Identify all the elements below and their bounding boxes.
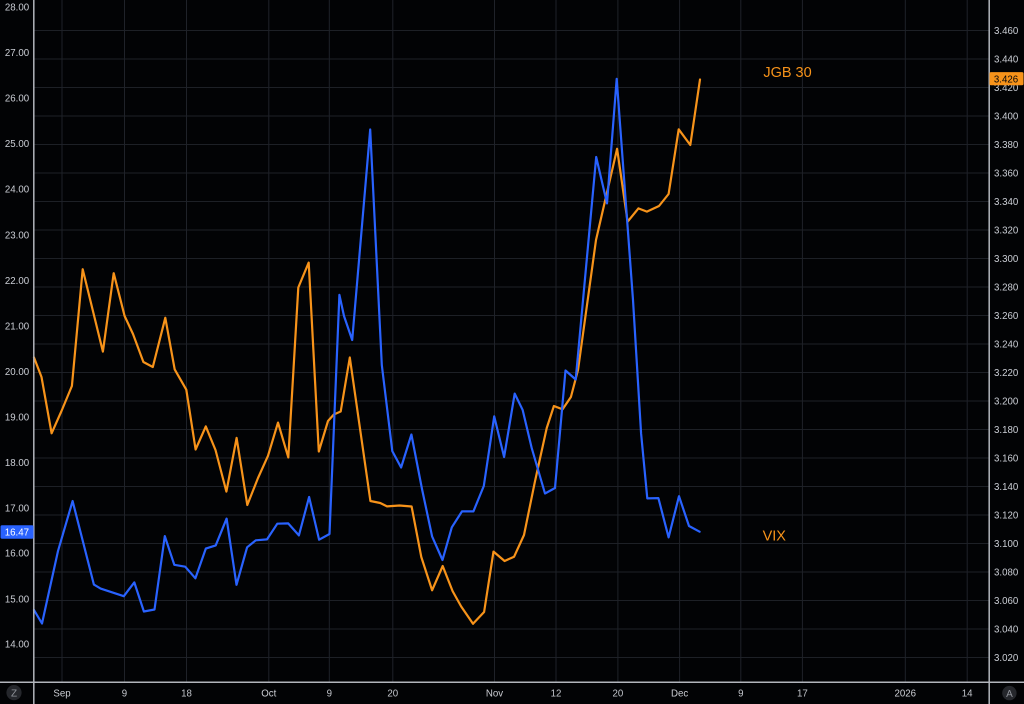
svg-text:Oct: Oct bbox=[261, 688, 276, 699]
svg-text:3.440: 3.440 bbox=[994, 54, 1019, 65]
svg-text:Dec: Dec bbox=[671, 688, 688, 699]
svg-text:24.00: 24.00 bbox=[5, 185, 30, 196]
svg-text:3.160: 3.160 bbox=[994, 453, 1019, 464]
svg-text:3.140: 3.140 bbox=[994, 482, 1019, 493]
svg-text:3.040: 3.040 bbox=[994, 624, 1019, 635]
svg-text:3.200: 3.200 bbox=[994, 396, 1019, 407]
svg-text:20: 20 bbox=[613, 688, 624, 699]
svg-text:17: 17 bbox=[797, 688, 808, 699]
svg-text:16.00: 16.00 bbox=[5, 549, 30, 560]
svg-text:20.00: 20.00 bbox=[5, 367, 30, 378]
svg-text:18.00: 18.00 bbox=[5, 458, 30, 469]
svg-text:9: 9 bbox=[327, 688, 332, 699]
svg-text:14: 14 bbox=[962, 688, 973, 699]
svg-text:3.280: 3.280 bbox=[994, 282, 1019, 293]
svg-text:15.00: 15.00 bbox=[5, 594, 30, 605]
svg-text:A: A bbox=[1006, 689, 1013, 700]
svg-text:JGB 30: JGB 30 bbox=[763, 65, 811, 81]
svg-text:3.380: 3.380 bbox=[994, 140, 1019, 151]
svg-text:9: 9 bbox=[738, 688, 743, 699]
svg-text:12: 12 bbox=[551, 688, 562, 699]
svg-text:17.00: 17.00 bbox=[5, 503, 30, 514]
svg-text:3.340: 3.340 bbox=[994, 197, 1019, 208]
svg-text:3.360: 3.360 bbox=[994, 168, 1019, 179]
svg-text:25.00: 25.00 bbox=[5, 139, 30, 150]
svg-text:Sep: Sep bbox=[53, 688, 70, 699]
svg-text:Nov: Nov bbox=[486, 688, 503, 699]
svg-text:18: 18 bbox=[181, 688, 192, 699]
svg-text:3.300: 3.300 bbox=[994, 254, 1019, 265]
svg-text:21.00: 21.00 bbox=[5, 321, 30, 332]
svg-text:Z: Z bbox=[11, 688, 17, 699]
svg-text:16.47: 16.47 bbox=[5, 528, 29, 539]
svg-text:3.420: 3.420 bbox=[994, 83, 1019, 94]
svg-text:3.240: 3.240 bbox=[994, 339, 1019, 350]
svg-text:3.426: 3.426 bbox=[994, 74, 1018, 85]
svg-text:3.100: 3.100 bbox=[994, 539, 1019, 550]
svg-text:2026: 2026 bbox=[895, 688, 917, 699]
svg-text:3.120: 3.120 bbox=[994, 510, 1019, 521]
svg-text:3.460: 3.460 bbox=[994, 26, 1019, 37]
svg-text:3.060: 3.060 bbox=[994, 596, 1019, 607]
svg-text:27.00: 27.00 bbox=[5, 48, 30, 59]
svg-text:3.180: 3.180 bbox=[994, 425, 1019, 436]
svg-text:26.00: 26.00 bbox=[5, 94, 30, 105]
svg-text:3.260: 3.260 bbox=[994, 311, 1019, 322]
svg-text:19.00: 19.00 bbox=[5, 412, 30, 423]
svg-text:9: 9 bbox=[122, 688, 127, 699]
svg-text:14.00: 14.00 bbox=[5, 640, 30, 651]
svg-text:3.320: 3.320 bbox=[994, 225, 1019, 236]
svg-text:22.00: 22.00 bbox=[5, 276, 30, 287]
svg-text:3.020: 3.020 bbox=[994, 653, 1019, 664]
svg-text:VIX: VIX bbox=[763, 528, 787, 544]
svg-text:28.00: 28.00 bbox=[5, 3, 30, 14]
svg-text:3.400: 3.400 bbox=[994, 111, 1019, 122]
svg-text:3.220: 3.220 bbox=[994, 368, 1019, 379]
svg-text:23.00: 23.00 bbox=[5, 230, 30, 241]
svg-text:3.080: 3.080 bbox=[994, 567, 1019, 578]
svg-text:20: 20 bbox=[387, 688, 398, 699]
